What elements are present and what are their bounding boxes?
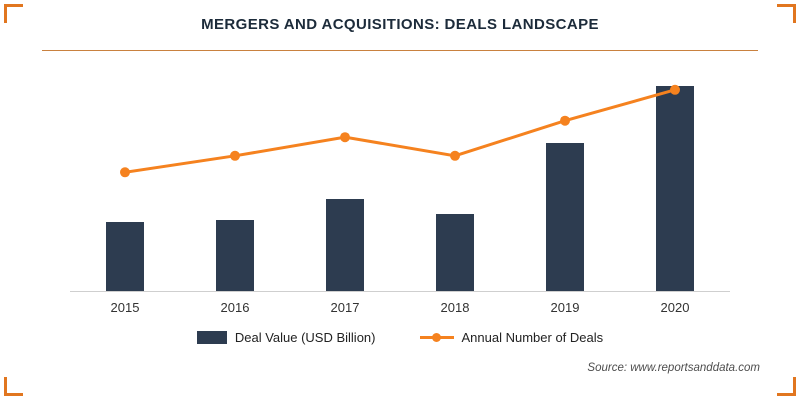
frame-corner-top-right xyxy=(777,4,796,23)
frame-corner-bottom-left xyxy=(4,377,23,396)
x-tick-label-2015: 2015 xyxy=(110,300,140,315)
bars-layer xyxy=(70,65,730,292)
line-marker-2019 xyxy=(560,115,570,126)
plot-area xyxy=(70,65,730,292)
line-marker-2020 xyxy=(670,84,680,95)
x-axis-labels: 2015 2016 2017 2018 2019 2020 xyxy=(70,300,730,318)
line-marker-2016 xyxy=(230,150,240,161)
bar-2016 xyxy=(216,220,254,292)
legend-label-number-of-deals: Annual Number of Deals xyxy=(461,330,604,345)
bar-2018 xyxy=(436,214,474,292)
x-tick-label-2016: 2016 xyxy=(220,300,250,315)
bar-2020 xyxy=(656,86,694,292)
line-series xyxy=(120,84,680,178)
line-marker-2015 xyxy=(120,167,130,178)
line-marker-2018 xyxy=(450,150,460,161)
bar-2019 xyxy=(546,143,584,292)
chart-title: MERGERS AND ACQUISITIONS: DEALS LANDSCAP… xyxy=(201,16,599,33)
legend-item-deal-value: Deal Value (USD Billion) xyxy=(196,330,376,345)
bar-2015 xyxy=(106,222,144,292)
x-axis-line xyxy=(70,291,730,292)
legend: Deal Value (USD Billion) Annual Number o… xyxy=(0,330,800,345)
x-tick-label-2018: 2018 xyxy=(440,300,470,315)
x-tick-label-2017: 2017 xyxy=(330,300,360,315)
line-swatch-icon xyxy=(419,333,454,342)
x-tick-label-2019: 2019 xyxy=(550,300,580,315)
frame-corner-bottom-right xyxy=(777,377,796,396)
x-tick-label-2020: 2020 xyxy=(660,300,690,315)
bar-2017 xyxy=(326,199,364,292)
title-divider xyxy=(42,50,758,51)
bar-swatch-icon xyxy=(196,331,227,344)
source-credit: Source: www.reportsanddata.com xyxy=(587,362,760,374)
legend-item-number-of-deals: Annual Number of Deals xyxy=(419,330,604,345)
frame-corner-top-left xyxy=(4,4,23,23)
line-marker-2017 xyxy=(340,132,350,143)
line-marker-icon xyxy=(431,333,441,342)
legend-label-deal-value: Deal Value (USD Billion) xyxy=(234,330,376,345)
